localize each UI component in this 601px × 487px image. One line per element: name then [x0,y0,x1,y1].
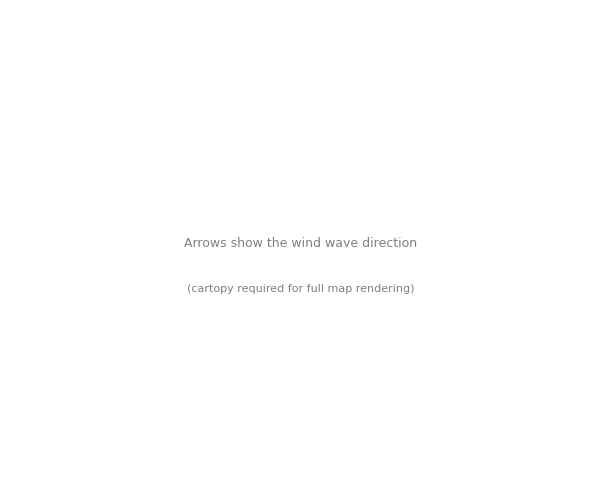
Text: Primary Swell energy on Wednesday 19 Mar at 8am EDT: Primary Swell energy on Wednesday 19 Mar… [66,189,535,207]
Text: (cartopy required for full map rendering): (cartopy required for full map rendering… [187,284,414,294]
Text: Arrows show the wind wave direction: Arrows show the wind wave direction [184,237,417,250]
